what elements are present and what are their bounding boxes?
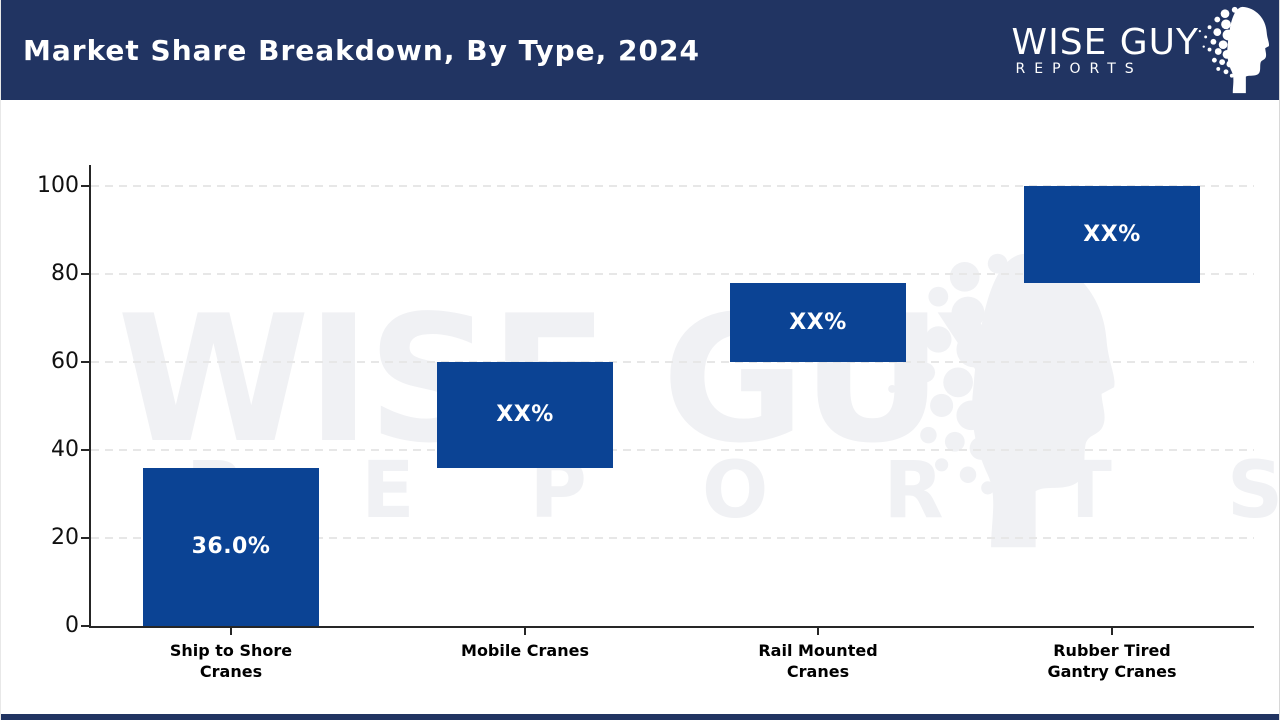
bar: XX% bbox=[1024, 186, 1200, 283]
x-axis-label-line: Gantry Cranes bbox=[1047, 662, 1177, 681]
y-tick-mark bbox=[81, 625, 89, 627]
x-axis-line bbox=[89, 626, 1254, 628]
bar: 36.0% bbox=[143, 467, 319, 626]
x-axis-label-line: Cranes bbox=[786, 662, 850, 681]
gridline bbox=[91, 273, 1254, 275]
x-tick-mark bbox=[524, 628, 526, 635]
logo-wordmark: WISE GUY bbox=[1011, 22, 1199, 63]
bar-value-label: XX% bbox=[1083, 221, 1141, 247]
y-tick-label: 100 bbox=[37, 173, 79, 198]
bar-value-label: XX% bbox=[789, 309, 847, 335]
x-axis-label: Ship to Shore Cranes bbox=[91, 640, 371, 682]
y-tick-mark bbox=[81, 537, 89, 539]
x-axis-label-line: Rubber Tired bbox=[1053, 641, 1171, 660]
x-tick-mark bbox=[230, 628, 232, 635]
y-tick-mark bbox=[81, 361, 89, 363]
bar-value-label: XX% bbox=[496, 402, 554, 428]
logo-subtext: REPORTS bbox=[1015, 61, 1143, 77]
x-axis-label-line: Cranes bbox=[199, 662, 263, 681]
watermark-subtext: R E P O R T S bbox=[186, 446, 1280, 536]
y-tick-label: 20 bbox=[51, 525, 79, 550]
x-axis-label: Rubber Tired Gantry Cranes bbox=[972, 640, 1252, 682]
logo-face-icon bbox=[1198, 6, 1270, 94]
gridline bbox=[91, 449, 1254, 451]
x-axis-label-line: Rail Mounted bbox=[758, 641, 878, 660]
y-tick-mark bbox=[81, 273, 89, 275]
header: Market Share Breakdown, By Type, 2024 WI… bbox=[1, 0, 1279, 100]
x-axis-label-line: Ship to Shore bbox=[169, 641, 293, 660]
bar: XX% bbox=[730, 282, 906, 362]
gridline bbox=[91, 361, 1254, 363]
y-tick-mark bbox=[81, 449, 89, 451]
logo-text: WISE GUY REPORTS bbox=[1011, 22, 1200, 78]
y-tick-label: 0 bbox=[65, 613, 79, 638]
gridline bbox=[91, 185, 1254, 187]
y-tick-label: 80 bbox=[51, 261, 79, 286]
x-axis-label: Mobile Cranes bbox=[385, 640, 665, 661]
gridline bbox=[91, 537, 1254, 539]
bar-value-label: 36.0% bbox=[191, 534, 271, 560]
page-title: Market Share Breakdown, By Type, 2024 bbox=[23, 33, 700, 67]
y-tick-label: 40 bbox=[51, 437, 79, 462]
x-tick-mark bbox=[1111, 628, 1113, 635]
y-tick-mark bbox=[81, 185, 89, 187]
watermark-face-icon bbox=[875, 253, 1115, 548]
x-axis-label: Rail Mounted Cranes bbox=[678, 640, 958, 682]
x-tick-mark bbox=[817, 628, 819, 635]
logo: WISE GUY REPORTS bbox=[1012, 4, 1274, 96]
footer-bar bbox=[1, 714, 1279, 720]
x-axis-label-line: Mobile Cranes bbox=[461, 641, 589, 660]
bar: XX% bbox=[437, 362, 613, 468]
y-tick-label: 60 bbox=[51, 349, 79, 374]
y-axis-line bbox=[89, 165, 91, 628]
